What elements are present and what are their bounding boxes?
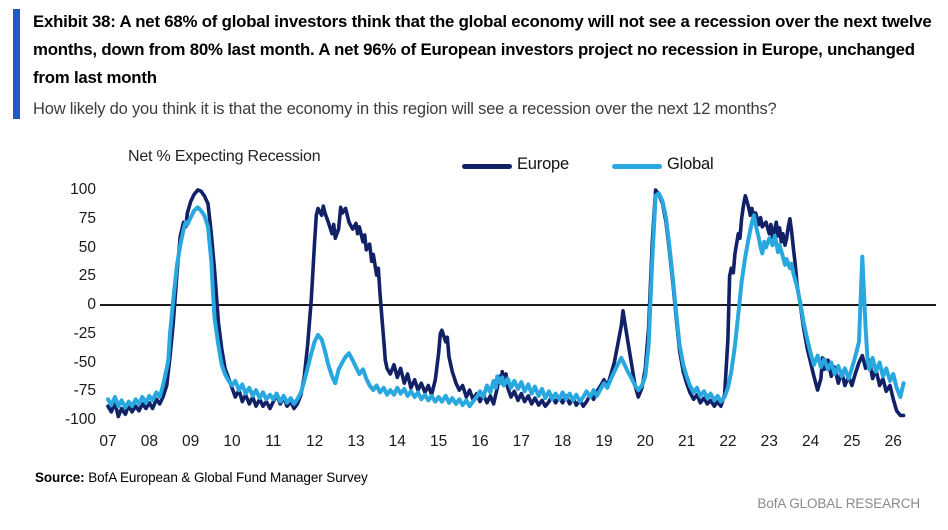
x-tick-label: 17: [512, 433, 530, 450]
y-tick-label: -75: [73, 382, 96, 400]
x-tick-label: 23: [760, 433, 778, 450]
exhibit-title: Exhibit 38: A net 68% of global investor…: [33, 12, 932, 87]
x-tick-label: 10: [223, 433, 241, 450]
x-tick-label: 15: [430, 433, 448, 450]
x-tick-label: 25: [843, 433, 861, 450]
y-tick-label: 100: [70, 181, 96, 198]
chart-axis-title: Net % Expecting Recession: [128, 148, 321, 165]
x-tick-label: 20: [636, 433, 654, 450]
legend-label-global: Global: [667, 155, 714, 173]
x-tick-label: 24: [801, 433, 820, 450]
y-tick-label: -25: [73, 324, 96, 342]
x-tick-label: 12: [306, 433, 324, 450]
x-tick-label: 11: [265, 433, 282, 450]
series-line-europe: [106, 188, 906, 419]
x-tick-label: 13: [347, 433, 365, 450]
legend-swatch-global: [612, 164, 662, 169]
x-tick-label: 19: [595, 433, 613, 450]
x-tick-label: 26: [884, 433, 902, 450]
x-tick-label: 18: [554, 433, 572, 450]
source-label: Source:: [35, 470, 85, 485]
brand-mark: BofA GLOBAL RESEARCH: [757, 496, 920, 511]
legend-swatch-europe: [462, 164, 512, 169]
x-tick-label: 07: [99, 433, 117, 450]
x-tick-label: 16: [471, 433, 489, 450]
y-tick-label: -50: [73, 353, 96, 371]
y-tick-label: 75: [78, 209, 96, 227]
source-text: BofA European & Global Fund Manager Surv…: [84, 470, 368, 485]
x-tick-label: 22: [719, 433, 737, 450]
accent-bar: [13, 9, 20, 119]
series-line-global: [106, 191, 906, 410]
y-tick-label: 50: [78, 238, 96, 256]
y-tick-label: 0: [87, 296, 96, 313]
x-tick-label: 08: [140, 433, 158, 450]
legend-label-europe: Europe: [517, 155, 570, 173]
survey-question: How likely do you think it is that the e…: [33, 100, 777, 118]
y-tick-label: -100: [64, 411, 96, 428]
x-tick-label: 14: [388, 433, 406, 450]
y-tick-label: 25: [78, 267, 96, 285]
x-tick-label: 21: [677, 433, 696, 450]
x-tick-label: 09: [182, 433, 200, 450]
source-note: Source: BofA European & Global Fund Mana…: [35, 470, 368, 485]
